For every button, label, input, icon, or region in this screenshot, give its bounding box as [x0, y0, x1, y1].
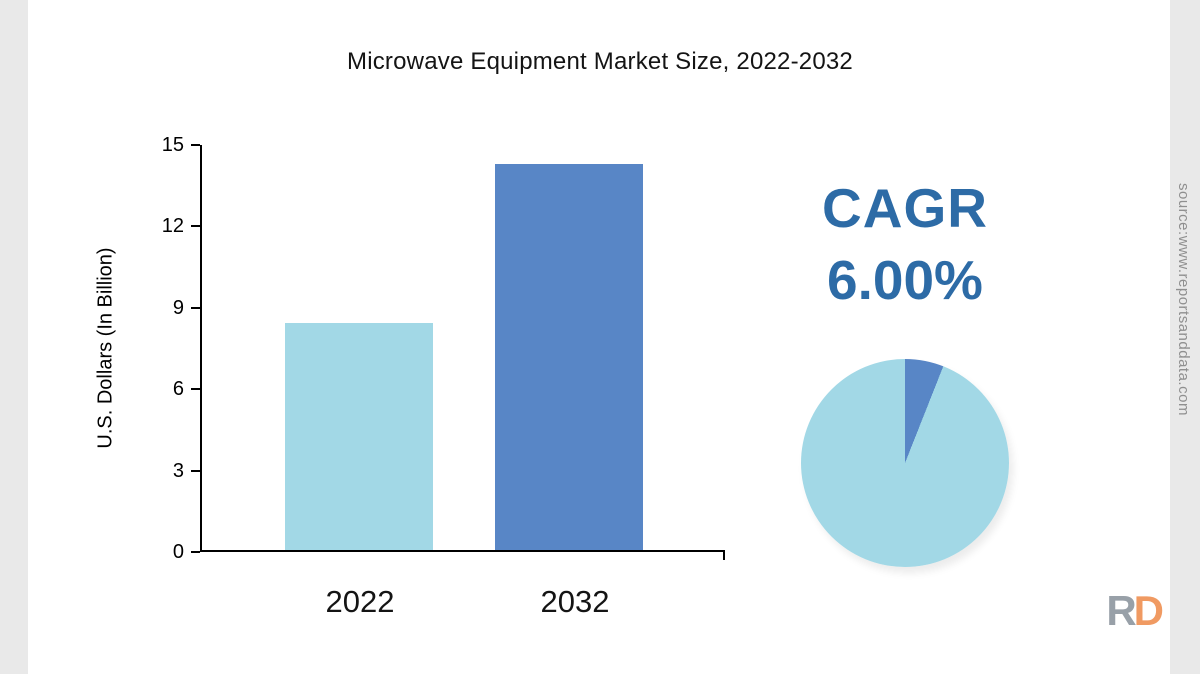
left-margin-strip	[0, 0, 28, 674]
y-tick-label: 0	[172, 541, 184, 563]
y-tick-label: 3	[172, 459, 184, 482]
right-margin-strip	[1170, 0, 1200, 674]
y-tick-mark	[191, 469, 200, 472]
chart-title: Microwave Equipment Market Size, 2022-20…	[347, 48, 853, 75]
cagr-label: CAGR	[822, 177, 988, 239]
bar-2022	[285, 323, 433, 550]
y-axis-label: U.S. Dollars (In Billion)	[94, 247, 117, 449]
cagr-block: CAGR 6.00%	[745, 177, 1065, 311]
cagr-value: 6.00%	[827, 248, 983, 311]
y-tick-label: 12	[161, 215, 184, 238]
y-tick-mark	[191, 225, 200, 228]
x-category-2032: 2032	[540, 584, 610, 619]
y-tick-mark	[191, 306, 200, 309]
pie-chart	[801, 359, 1009, 567]
bar-plot-area	[200, 145, 725, 560]
y-axis-ticks: 0 3 6 9 12 15	[130, 135, 200, 562]
y-tick-label: 15	[161, 134, 184, 156]
bar-2032	[495, 163, 643, 550]
y-tick-mark	[191, 551, 200, 553]
y-tick-label: 6	[172, 378, 184, 401]
brand-logo: R D	[1106, 590, 1164, 632]
logo-letter-d: D	[1133, 587, 1164, 634]
logo-letter-r: R	[1106, 587, 1137, 634]
y-tick-mark	[191, 144, 200, 146]
y-tick-label: 9	[172, 296, 184, 319]
x-axis-end-tick	[723, 552, 725, 560]
x-category-2022: 2022	[325, 584, 395, 619]
y-tick-mark	[191, 388, 200, 391]
source-credit: source:www.reportsanddata.com	[1175, 183, 1192, 416]
